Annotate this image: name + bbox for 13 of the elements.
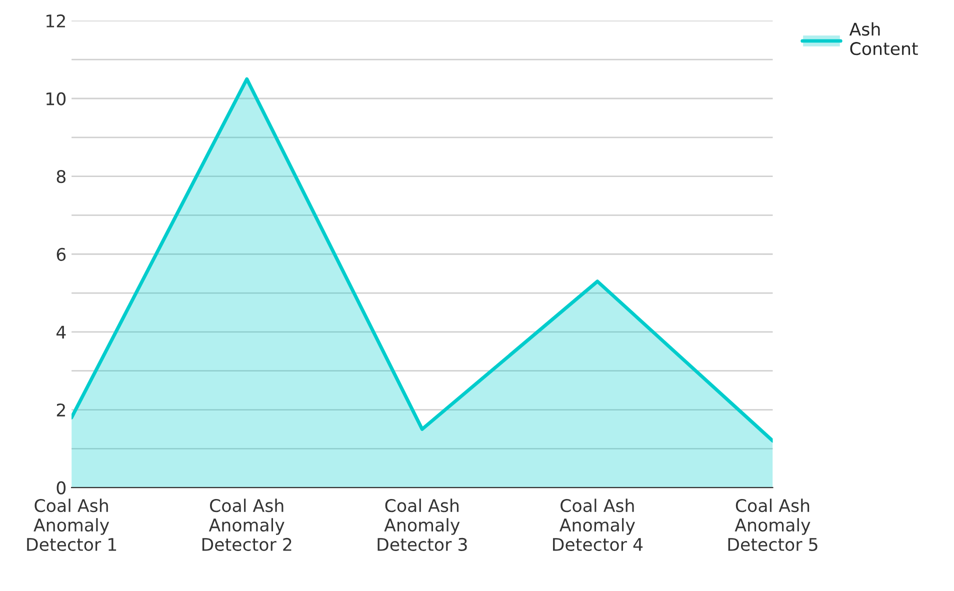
y-tick-label: 12 bbox=[46, 14, 65, 28]
y-tick-label: 8 bbox=[56, 170, 66, 184]
x-tick-label: Coal Ash Anomaly Detector 5 bbox=[728, 498, 818, 552]
y-tick-label: 10 bbox=[46, 92, 66, 106]
y-tick-label: 2 bbox=[56, 403, 65, 416]
y-tick-label: 6 bbox=[56, 248, 66, 261]
x-tick-label: Coal Ash Anomaly Detector 1 bbox=[27, 498, 116, 552]
x-tick-label: Coal Ash Anomaly Detector 2 bbox=[202, 498, 292, 552]
x-tick-label: Coal Ash Anomaly Detector 3 bbox=[378, 498, 467, 552]
y-tick-label: 4 bbox=[56, 326, 66, 339]
legend-label: Ash Content bbox=[849, 22, 918, 56]
y-tick-label: 0 bbox=[56, 481, 66, 494]
x-tick-label: Coal Ash Anomaly Detector 4 bbox=[553, 498, 643, 552]
